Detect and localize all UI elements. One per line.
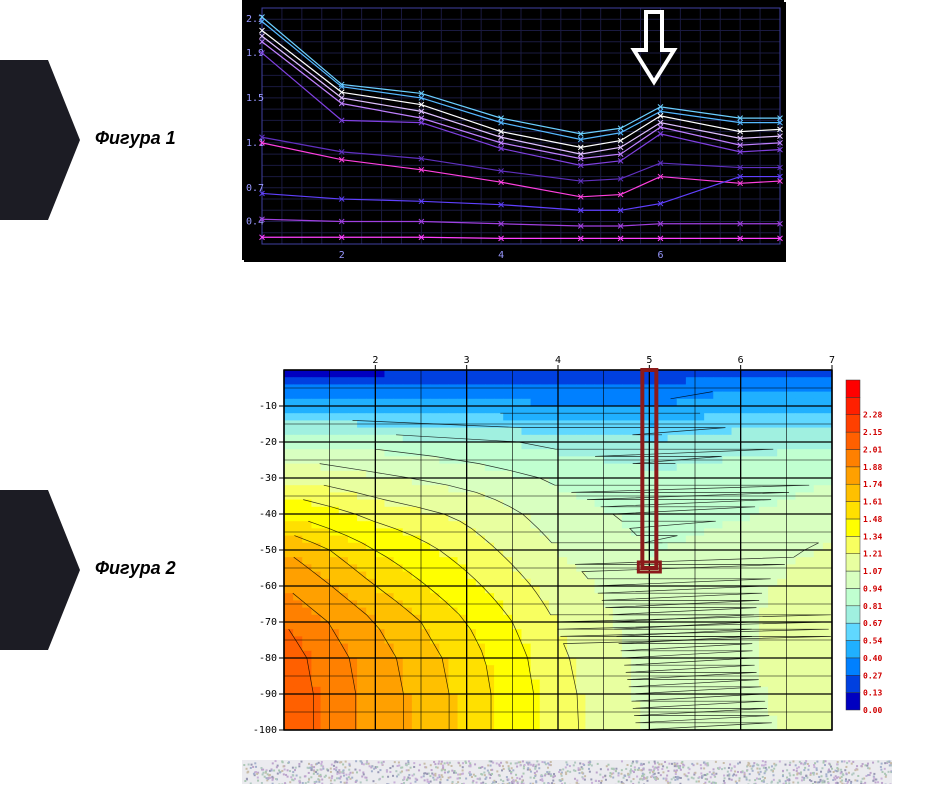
figure2-chart: 2 3 4 5 6 7 -10 -20 -30 -40 -50 -60 -70 -80 -90 -100 0.0… [242, 350, 892, 740]
svg-text:3: 3 [464, 355, 470, 366]
svg-text:-50: -50 [259, 545, 277, 556]
svg-text:0.40: 0.40 [863, 654, 882, 663]
svg-text:-10: -10 [259, 401, 277, 412]
svg-text:6: 6 [738, 355, 744, 366]
svg-text:-90: -90 [259, 689, 277, 700]
svg-text:-70: -70 [259, 617, 277, 628]
noise-strip [242, 760, 892, 784]
svg-text:1.48: 1.48 [863, 515, 882, 524]
svg-text:1.34: 1.34 [863, 532, 882, 541]
svg-text:5: 5 [646, 355, 652, 366]
svg-text:-80: -80 [259, 653, 277, 664]
figure2-label: Фигура 2 [95, 558, 176, 579]
svg-text:2.01: 2.01 [863, 445, 882, 454]
pentagon-decor-2 [0, 490, 80, 650]
svg-text:1.21: 1.21 [863, 550, 882, 559]
svg-text:-40: -40 [259, 509, 277, 520]
svg-text:0.13: 0.13 [863, 689, 882, 698]
svg-text:0.81: 0.81 [863, 602, 882, 611]
pentagon-decor-1 [0, 60, 80, 220]
svg-text:-60: -60 [259, 581, 277, 592]
svg-text:2.15: 2.15 [863, 428, 882, 437]
svg-text:2: 2 [339, 250, 345, 261]
svg-text:1.88: 1.88 [863, 463, 882, 472]
svg-text:-20: -20 [259, 437, 277, 448]
svg-text:0.94: 0.94 [863, 584, 882, 593]
svg-text:0.00: 0.00 [863, 706, 882, 715]
svg-text:0.67: 0.67 [863, 619, 882, 628]
svg-text:2: 2 [372, 355, 378, 366]
svg-text:1.74: 1.74 [863, 480, 882, 489]
svg-text:1.61: 1.61 [863, 498, 882, 507]
svg-text:4: 4 [498, 250, 504, 261]
svg-text:-100: -100 [253, 725, 277, 736]
svg-text:1.5: 1.5 [246, 93, 264, 104]
arrow-down-icon [630, 8, 678, 88]
svg-text:0.54: 0.54 [863, 637, 882, 646]
svg-text:1.07: 1.07 [863, 567, 882, 576]
svg-text:4: 4 [555, 355, 561, 366]
figure1-label: Фигура 1 [95, 128, 176, 149]
svg-text:6: 6 [657, 250, 663, 261]
svg-text:2.28: 2.28 [863, 411, 882, 420]
svg-text:-30: -30 [259, 473, 277, 484]
page-root: Фигура 1 Фигура 2 0.40.71.11.51.92.2246 … [0, 0, 940, 788]
svg-text:0.27: 0.27 [863, 671, 882, 680]
svg-text:7: 7 [829, 355, 835, 366]
figure1-chart: 0.40.71.11.51.92.2246 [242, 0, 784, 260]
